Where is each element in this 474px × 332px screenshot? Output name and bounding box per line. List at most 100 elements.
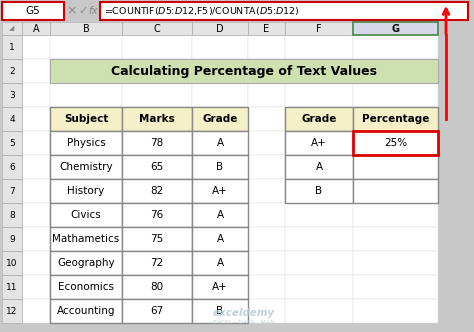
Text: Accounting: Accounting — [57, 306, 115, 316]
Bar — [50, 227, 122, 251]
Bar — [285, 107, 353, 131]
Bar — [248, 35, 285, 59]
Text: 11: 11 — [6, 283, 18, 291]
Bar — [285, 107, 353, 131]
Bar — [2, 131, 22, 155]
Bar — [2, 59, 22, 83]
Bar — [192, 299, 248, 323]
Bar — [192, 59, 248, 83]
Bar — [122, 83, 192, 107]
Text: Geography: Geography — [57, 258, 115, 268]
Text: =COUNTIF($D$5:$D$12,F5)/COUNTA($D$5:$D$12): =COUNTIF($D$5:$D$12,F5)/COUNTA($D$5:$D$1… — [104, 5, 300, 17]
Bar — [2, 299, 22, 323]
Bar — [2, 179, 22, 203]
Bar — [122, 107, 192, 131]
Text: 12: 12 — [6, 306, 18, 315]
Bar — [285, 83, 353, 107]
Bar — [248, 22, 285, 35]
Text: Grade: Grade — [202, 114, 237, 124]
Bar — [192, 275, 248, 299]
Bar — [2, 251, 22, 275]
Bar — [122, 22, 192, 35]
Bar — [22, 83, 50, 107]
Text: G: G — [392, 24, 400, 34]
Text: fx: fx — [88, 6, 98, 16]
Bar — [122, 203, 192, 227]
Text: Physics: Physics — [67, 138, 105, 148]
Bar — [22, 203, 50, 227]
Text: 6: 6 — [9, 162, 15, 172]
Text: Calculating Percentage of Text Values: Calculating Percentage of Text Values — [111, 64, 377, 77]
Text: Economics: Economics — [58, 282, 114, 292]
Text: 72: 72 — [150, 258, 164, 268]
Text: 1: 1 — [9, 42, 15, 51]
Bar — [122, 155, 192, 179]
Bar — [122, 35, 192, 59]
Text: A: A — [33, 24, 39, 34]
Text: 8: 8 — [9, 210, 15, 219]
Bar — [192, 203, 248, 227]
Text: C: C — [154, 24, 160, 34]
Bar — [2, 155, 22, 179]
Text: exceldemy: exceldemy — [213, 308, 275, 318]
Text: 7: 7 — [9, 187, 15, 196]
Bar — [192, 155, 248, 179]
Bar — [22, 155, 50, 179]
Bar — [192, 83, 248, 107]
Bar — [2, 203, 22, 227]
Bar — [353, 22, 438, 35]
Text: 67: 67 — [150, 306, 164, 316]
Bar — [122, 155, 192, 179]
Text: D: D — [216, 24, 224, 34]
Bar — [122, 275, 192, 299]
Bar — [122, 179, 192, 203]
Bar — [122, 299, 192, 323]
Bar — [285, 227, 353, 251]
Bar — [353, 155, 438, 179]
Text: EXCEL · DATA · MAN: EXCEL · DATA · MAN — [213, 319, 275, 324]
Bar — [353, 131, 438, 155]
Bar — [192, 107, 248, 131]
Bar — [50, 179, 122, 203]
Text: 9: 9 — [9, 234, 15, 243]
Bar — [100, 2, 468, 20]
Bar — [285, 22, 353, 35]
Text: F: F — [316, 24, 322, 34]
Bar — [50, 35, 122, 59]
Bar — [50, 275, 122, 299]
Bar — [50, 299, 122, 323]
Text: 80: 80 — [150, 282, 164, 292]
Bar — [192, 131, 248, 155]
Text: G5: G5 — [26, 6, 40, 16]
Text: ✓: ✓ — [78, 6, 88, 16]
Bar — [50, 59, 122, 83]
Bar — [248, 275, 285, 299]
Text: ◢: ◢ — [9, 26, 15, 32]
Bar — [22, 275, 50, 299]
Bar — [248, 251, 285, 275]
Bar — [122, 227, 192, 251]
Bar — [248, 131, 285, 155]
Text: 3: 3 — [9, 91, 15, 100]
Text: ×: × — [67, 5, 77, 18]
Bar — [122, 131, 192, 155]
Bar — [22, 179, 50, 203]
Text: 25%: 25% — [384, 138, 407, 148]
Bar — [2, 2, 64, 20]
Bar — [2, 107, 22, 131]
Bar — [22, 59, 50, 83]
Bar — [353, 179, 438, 203]
Text: B: B — [217, 162, 224, 172]
Bar — [353, 107, 438, 131]
Text: A: A — [217, 210, 224, 220]
Bar — [353, 131, 438, 155]
Bar — [192, 251, 248, 275]
Text: Chemistry: Chemistry — [59, 162, 113, 172]
Bar — [50, 155, 122, 179]
Text: 4: 4 — [9, 115, 15, 124]
Bar — [122, 131, 192, 155]
Text: A: A — [315, 162, 323, 172]
Text: Marks: Marks — [139, 114, 175, 124]
Bar — [192, 227, 248, 251]
Bar — [285, 131, 353, 155]
